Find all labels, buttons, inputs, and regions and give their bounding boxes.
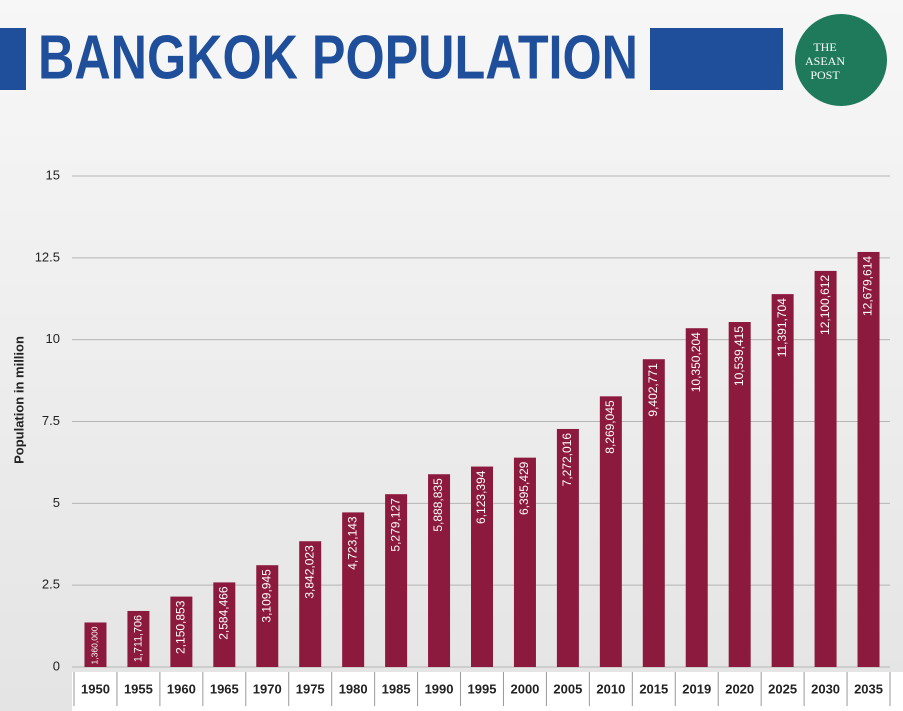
y-axis-label: Population in million xyxy=(11,336,26,464)
bar xyxy=(771,294,794,667)
x-tick-label: 2000 xyxy=(510,681,539,696)
bar xyxy=(256,565,279,667)
bar xyxy=(685,328,708,667)
x-tick-label: 2015 xyxy=(639,681,668,696)
value-label: 12,679,614 xyxy=(861,256,875,316)
x-tick-label: 1995 xyxy=(468,681,497,696)
x-tick-label: 1980 xyxy=(339,681,368,696)
value-label: 1,711,706 xyxy=(132,615,144,662)
value-label: 12,100,612 xyxy=(818,275,832,335)
value-label: 10,350,204 xyxy=(689,332,703,392)
x-tick-label: 2020 xyxy=(725,681,754,696)
value-label: 1,360,000 xyxy=(90,626,100,664)
y-tick-label: 12.5 xyxy=(35,249,60,264)
x-tick-label: 1970 xyxy=(253,681,282,696)
y-tick-label: 15 xyxy=(46,167,60,182)
bar xyxy=(342,512,365,667)
value-label: 3,842,023 xyxy=(302,545,316,599)
value-label: 5,279,127 xyxy=(388,498,402,552)
bar xyxy=(513,457,536,667)
x-tick-label: 2030 xyxy=(811,681,840,696)
x-tick-label: 1950 xyxy=(81,681,110,696)
value-label: 5,888,835 xyxy=(431,478,445,532)
x-tick-label: 2005 xyxy=(553,681,582,696)
title-stripe xyxy=(650,28,783,90)
logo-text: ASEAN xyxy=(805,54,845,68)
y-tick-label: 10 xyxy=(46,331,60,346)
y-tick-label: 7.5 xyxy=(42,413,60,428)
y-tick-label: 2.5 xyxy=(42,577,60,592)
bar xyxy=(84,622,107,667)
x-tick-label: 1965 xyxy=(210,681,239,696)
x-tick-label: 1985 xyxy=(382,681,411,696)
value-label: 8,269,045 xyxy=(603,400,617,454)
value-label: 2,584,466 xyxy=(216,586,230,640)
y-tick-label: 5 xyxy=(53,495,60,510)
value-label: 4,723,143 xyxy=(345,516,359,570)
title-stripe xyxy=(0,28,26,90)
value-label: 6,395,429 xyxy=(517,461,531,515)
bar xyxy=(642,359,665,667)
value-label: 3,109,945 xyxy=(259,569,273,623)
bar xyxy=(728,322,751,667)
bar xyxy=(814,270,837,667)
x-tick-label: 2010 xyxy=(596,681,625,696)
bar xyxy=(299,541,322,667)
bar xyxy=(428,474,451,667)
y-tick-label: 0 xyxy=(53,658,60,673)
logo-text: POST xyxy=(810,68,840,82)
bar xyxy=(385,494,408,667)
bar xyxy=(170,596,193,667)
bar xyxy=(857,251,880,667)
bar xyxy=(471,466,493,667)
x-axis-band xyxy=(72,672,903,711)
x-tick-label: 1955 xyxy=(124,681,153,696)
value-label: 9,402,771 xyxy=(646,363,660,417)
value-label: 6,123,394 xyxy=(474,470,488,524)
bar xyxy=(213,582,236,667)
value-label: 11,391,704 xyxy=(775,298,789,357)
x-tick-label: 1990 xyxy=(425,681,454,696)
x-tick-label: 2019 xyxy=(682,681,711,696)
bar xyxy=(599,396,622,667)
bar xyxy=(127,610,150,667)
chart-title: BANGKOK POPULATION xyxy=(38,23,638,92)
logo-circle xyxy=(795,14,887,106)
x-tick-label: 2035 xyxy=(854,681,883,696)
bar xyxy=(556,428,579,667)
value-label: 2,150,853 xyxy=(174,600,188,654)
x-tick-label: 2025 xyxy=(768,681,797,696)
value-label: 10,539,415 xyxy=(732,326,746,386)
x-tick-label: 1975 xyxy=(296,681,325,696)
logo-text: THE xyxy=(813,40,836,54)
value-label: 7,272,016 xyxy=(560,433,574,487)
x-tick-label: 1960 xyxy=(167,681,196,696)
